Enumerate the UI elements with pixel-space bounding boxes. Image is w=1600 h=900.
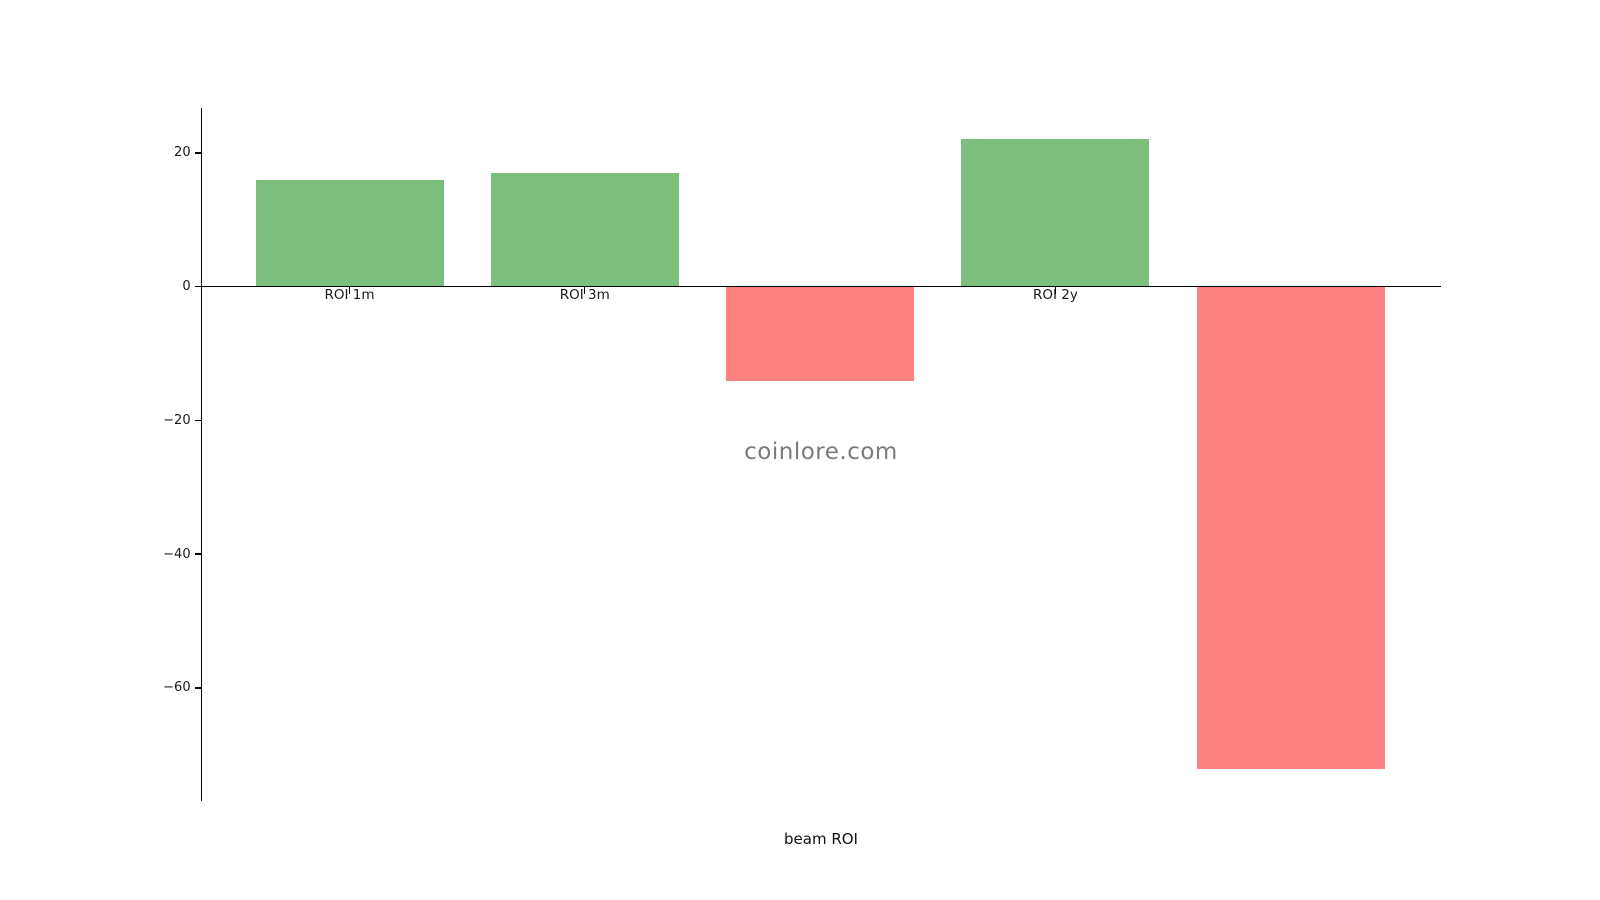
y-axis-tick-label: −20 [163,412,191,428]
x-axis-tick [584,287,586,294]
x-axis-tick-label: ROI 3m [559,287,610,304]
bar-negative [1196,287,1385,769]
x-axis-tick-label: ROI 1m [324,287,375,304]
x-axis-tick [348,287,351,294]
x-axis-zero-line [200,285,1441,288]
x-axis-tick [1054,287,1057,294]
y-axis-tick-label: −40 [163,546,191,562]
y-axis-tick-label: 20 [174,145,191,161]
x-axis-title: beam ROI [784,830,858,848]
y-axis-tick [194,419,201,422]
bar-negative [726,287,915,381]
bar-positive [961,139,1150,287]
y-axis-tick-label: 0 [182,279,191,295]
y-axis-tick [194,152,201,154]
y-axis-tick [194,687,201,689]
y-axis-tick [194,285,201,288]
bar-positive [255,179,444,287]
x-axis-tick-label: ROI 2y [1032,287,1078,304]
watermark-text: coinlore.com [744,439,898,465]
y-axis-tick-label: −60 [163,680,191,696]
y-axis-tick [194,553,201,555]
bar-positive [490,172,679,287]
y-axis-line [200,108,202,801]
